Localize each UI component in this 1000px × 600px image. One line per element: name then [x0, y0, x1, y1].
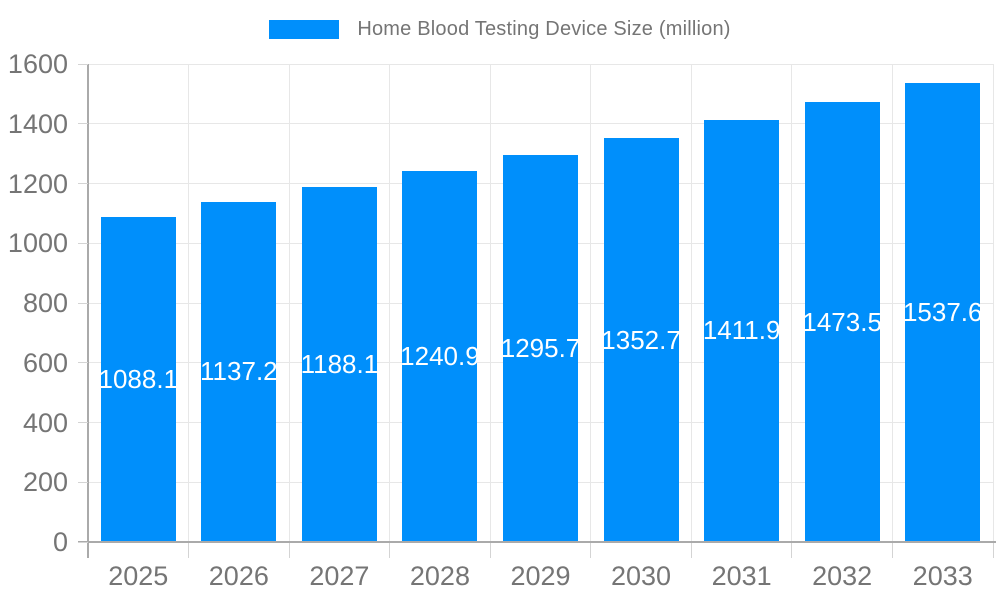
y-axis-tick-label: 1200 [7, 168, 68, 199]
x-axis-tick [188, 543, 190, 558]
x-axis-tick-label: 2030 [611, 561, 672, 591]
x-axis-tick [489, 543, 491, 558]
bar-2033[interactable] [905, 82, 981, 542]
y-axis-tick-label: 400 [22, 407, 68, 438]
y-axis-tick-label: 0 [52, 527, 68, 557]
y-axis-tick-label: 600 [22, 347, 68, 378]
gridline-horizontal [88, 63, 993, 65]
legend[interactable]: Home Blood Testing Device Size (million) [0, 18, 1000, 41]
x-axis-tick-label: 2028 [409, 561, 470, 591]
y-axis-tick-label: 1000 [7, 228, 68, 259]
y-axis-tick [78, 541, 88, 543]
gridline-vertical [992, 64, 994, 542]
x-axis-tick [389, 543, 391, 558]
y-axis-tick [78, 123, 88, 125]
y-axis-tick [78, 183, 88, 184]
gridline-vertical [590, 64, 592, 542]
bar-2026[interactable] [201, 202, 277, 542]
y-axis-line [87, 64, 89, 558]
x-axis-line [78, 541, 996, 543]
bar-2025[interactable] [100, 216, 176, 542]
x-axis-tick [992, 543, 994, 558]
x-axis-tick [791, 543, 793, 558]
gridline-vertical [188, 64, 190, 542]
y-axis-tick [78, 242, 88, 244]
y-axis-tick [78, 362, 88, 364]
x-axis-tick-label: 2031 [711, 561, 772, 591]
legend-label: Home Blood Testing Device Size (million) [357, 18, 731, 40]
gridline-vertical [288, 64, 290, 542]
x-axis-tick [590, 543, 592, 558]
x-axis-tick-label: 2029 [510, 561, 571, 591]
y-axis-tick-label: 1400 [7, 108, 68, 139]
bar-2028[interactable] [402, 171, 478, 542]
legend-swatch-icon [269, 20, 340, 39]
gridline-vertical [791, 64, 793, 542]
x-axis-tick [288, 543, 290, 558]
y-axis-tick [78, 481, 88, 483]
y-axis-tick [78, 422, 88, 423]
x-axis-tick-label: 2025 [108, 561, 169, 591]
bar-2032[interactable] [804, 101, 880, 542]
gridline-horizontal [88, 123, 993, 125]
y-axis-tick-label: 1600 [7, 49, 68, 79]
y-axis-tick-label: 200 [22, 467, 68, 498]
gridline-vertical [690, 64, 692, 542]
bar-2031[interactable] [704, 120, 780, 542]
x-axis-tick-label: 2026 [208, 561, 269, 591]
bar-2027[interactable] [301, 187, 377, 542]
x-axis-tick-label: 2027 [309, 561, 370, 591]
plot-area: 1088.1 1137.2 1188.1 1240.9 1295.7 1352.7 1411… [88, 63, 994, 542]
y-axis-tick-label: 800 [22, 288, 68, 318]
gridline-vertical [389, 64, 391, 542]
y-axis-tick [78, 63, 88, 65]
x-axis-tick [690, 543, 692, 558]
gridline-vertical [489, 64, 491, 542]
x-axis-tick [891, 543, 893, 558]
bar-2029[interactable] [503, 154, 578, 542]
y-axis-tick [78, 302, 88, 304]
x-axis-tick-label: 2032 [812, 561, 873, 591]
gridline-vertical [891, 64, 893, 542]
x-axis-tick-label: 2033 [912, 561, 973, 591]
bar-2030[interactable] [603, 137, 679, 542]
